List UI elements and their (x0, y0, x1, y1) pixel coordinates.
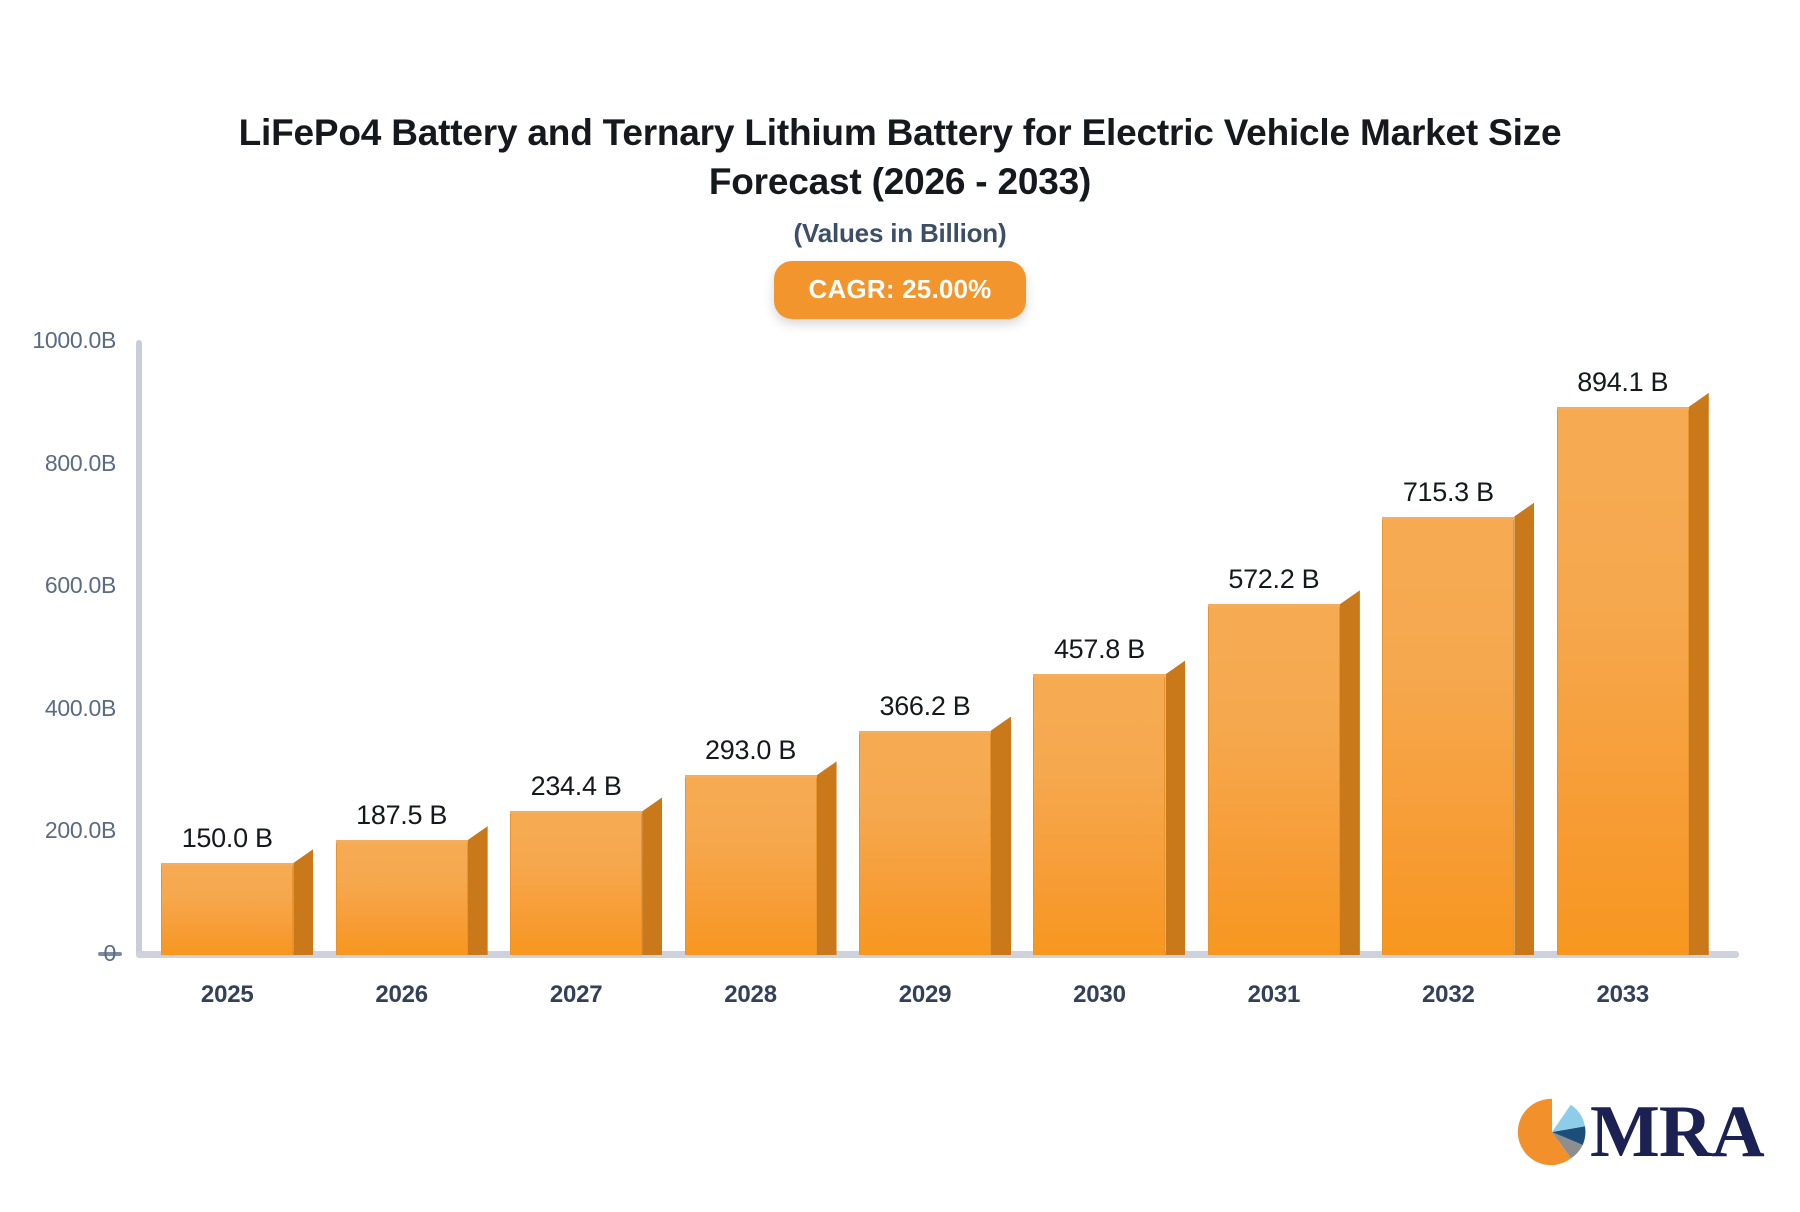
x-axis-category-label: 2031 (1247, 981, 1301, 1008)
bar-front-face (1382, 516, 1515, 955)
bar-3d-body (1033, 660, 1186, 955)
mra-logo: MRA (1516, 1091, 1765, 1173)
chart-subtitle: (Values in Billion) (793, 218, 1007, 249)
bar-3d-body (335, 826, 488, 955)
bar-group[interactable]: 572.2 B 2031 (1207, 564, 1360, 1008)
y-axis-zero-tick-mark (98, 952, 122, 956)
mra-logo-text: MRA (1590, 1091, 1765, 1173)
bar-top-bevel (510, 811, 643, 815)
bar-side-face (467, 826, 488, 955)
x-axis-category-label: 2028 (724, 981, 777, 1008)
bar-3d-body (1207, 590, 1360, 955)
y-axis-tick-label: 600.0B (44, 572, 116, 599)
bar-front-face (1033, 674, 1166, 955)
y-axis-tick-label: 1000.0B (32, 327, 116, 353)
bar-top-bevel (1033, 674, 1166, 678)
bar-side-face (991, 716, 1011, 955)
bar-side-face (816, 761, 837, 955)
pie-chart-logo-icon (1517, 1098, 1586, 1166)
bar-value-label: 572.2 B (1228, 564, 1320, 595)
bar-top-bevel (684, 775, 817, 779)
bar-value-label: 150.0 B (181, 823, 273, 854)
bar-top-bevel (1207, 604, 1340, 608)
bar-3d-body (1556, 392, 1709, 955)
bar-3d-body (1382, 502, 1535, 955)
chart-title: LiFePo4 Battery and Ternary Lithium Batt… (238, 112, 1562, 203)
x-axis-category-label: 2030 (1073, 981, 1126, 1008)
bar-front-face (161, 863, 294, 955)
bar-side-face (1514, 502, 1535, 955)
y-axis-line (136, 340, 142, 957)
bar-front-face (1556, 406, 1689, 955)
bar-side-face (1339, 590, 1360, 955)
bar-front-face (510, 811, 643, 955)
x-axis-category-label: 2025 (200, 981, 254, 1008)
bar-group[interactable]: 894.1 B 2033 (1556, 367, 1709, 1008)
bar-front-face (684, 775, 817, 955)
bar-group[interactable]: 457.8 B 2030 (1033, 634, 1186, 1008)
chart-header: LiFePo4 Battery and Ternary Lithium Batt… (0, 0, 1800, 320)
x-axis-category-label: 2027 (549, 981, 603, 1008)
bar-value-label: 366.2 B (879, 690, 971, 721)
x-axis-category-label: 2032 (1422, 981, 1475, 1008)
bar-value-label: 894.1 B (1577, 366, 1669, 397)
y-axis-tick-label: 0 (103, 940, 117, 966)
bar-front-face (859, 730, 991, 955)
bar-side-face (1165, 660, 1186, 955)
bar-3d-body (684, 761, 837, 955)
bar-top-bevel (335, 840, 468, 844)
bar-value-label: 715.3 B (1402, 476, 1494, 507)
bar-top-bevel (859, 730, 991, 734)
bar-side-face (1688, 392, 1709, 955)
y-axis-tick-label: 200.0B (44, 817, 116, 844)
bar-group[interactable]: 187.5 B 2026 (335, 800, 488, 1008)
bar-3d-body (161, 849, 314, 955)
cagr-badge: CAGR: 25.00% (774, 261, 1026, 320)
cagr-badge-wrapper: CAGR: 25.00% (0, 261, 1800, 320)
bar-value-label: 293.0 B (705, 735, 797, 766)
y-axis-tick-label: 800.0B (44, 449, 116, 476)
bar-3d-body (510, 797, 663, 955)
bar-group[interactable]: 715.3 B 2032 (1382, 477, 1535, 1008)
bar-top-bevel (1556, 406, 1689, 410)
bar-value-label: 187.5 B (356, 800, 448, 831)
bar-side-face (642, 797, 663, 955)
bar-side-face (293, 849, 314, 955)
x-axis-category-label: 2026 (375, 981, 428, 1008)
bar-group[interactable]: 293.0 B 2028 (684, 735, 837, 1008)
bar-front-face (335, 840, 468, 955)
bar-front-face (1207, 604, 1340, 955)
x-axis-category-label: 2033 (1596, 981, 1650, 1008)
bar-value-label: 234.4 B (530, 771, 622, 802)
bar-value-label: 457.8 B (1053, 634, 1145, 665)
bar-group[interactable]: 366.2 B 2029 (859, 691, 1011, 1008)
bar-top-bevel (161, 863, 294, 867)
bar-3d-body (859, 716, 1011, 955)
bar-group[interactable]: 234.4 B 2027 (510, 771, 663, 1008)
bar-top-bevel (1382, 516, 1515, 520)
x-axis-category-label: 2029 (898, 981, 952, 1008)
bar-group[interactable]: 150.0 B 2025 (161, 823, 314, 1008)
y-axis-tick-label: 400.0B (44, 694, 116, 721)
